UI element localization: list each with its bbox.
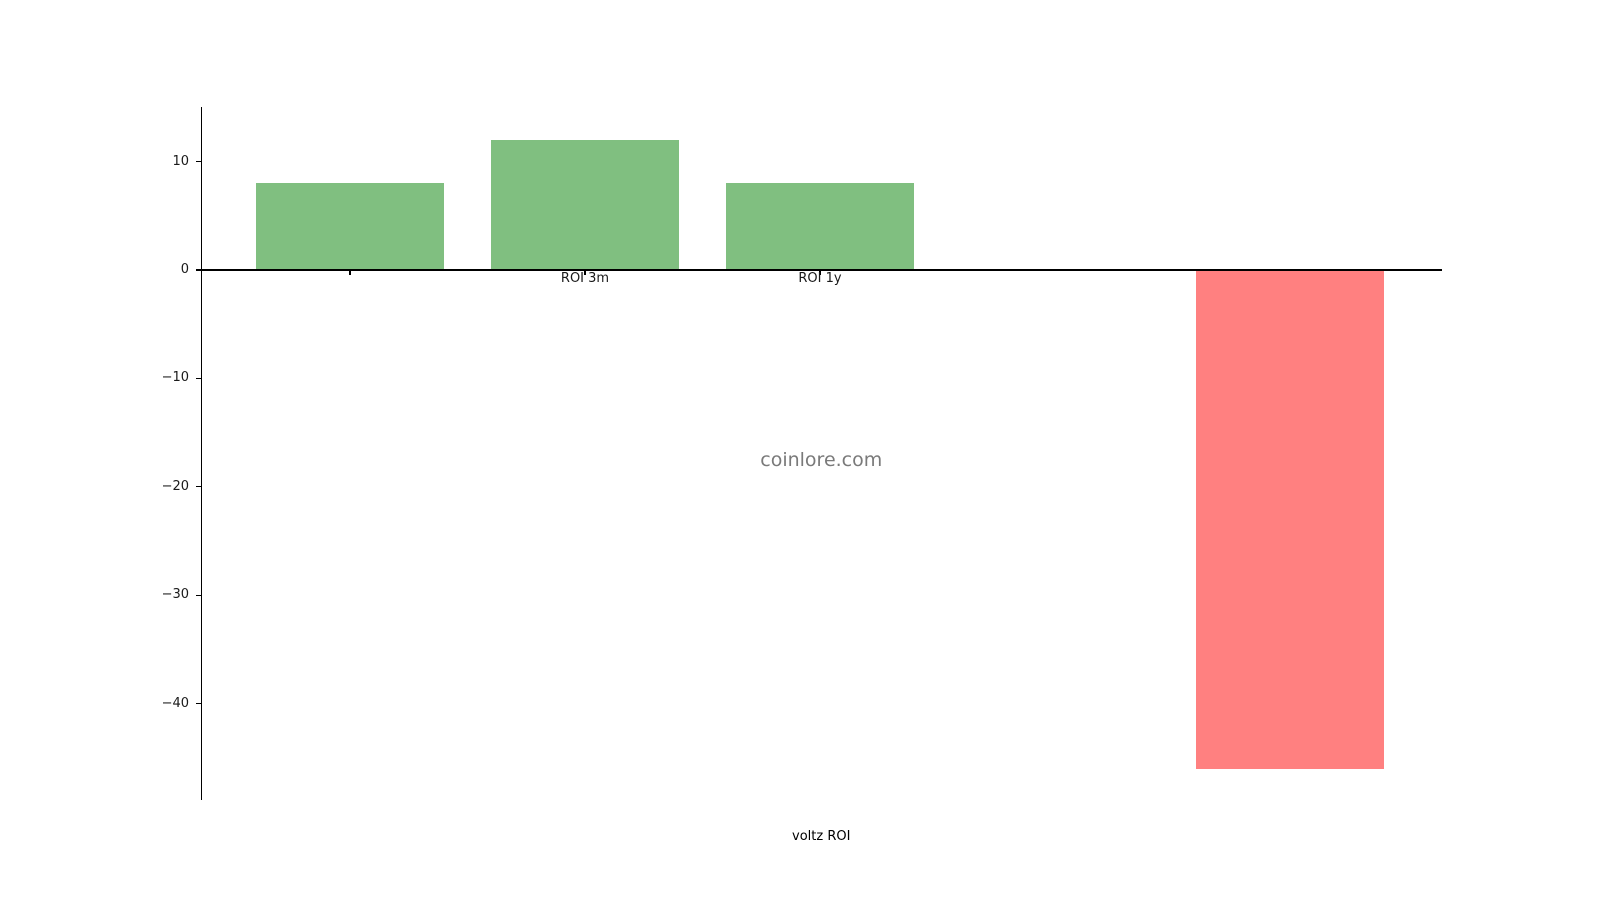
y-tick-mark xyxy=(196,269,201,271)
x-tick-mark xyxy=(819,270,821,275)
y-tick-mark xyxy=(196,377,201,379)
x-tick-label: ROI 3m xyxy=(560,271,610,286)
bar-roi-3m xyxy=(491,139,679,270)
bar-segment-3 xyxy=(1196,270,1384,769)
watermark-text: coinlore.com xyxy=(760,448,883,471)
y-tick-label: −30 xyxy=(161,587,189,603)
bar-roi-1y xyxy=(726,183,914,270)
x-axis-title: voltz ROI xyxy=(792,829,851,844)
y-axis-spine xyxy=(200,107,202,800)
y-tick-label: −40 xyxy=(161,695,189,711)
y-tick-mark xyxy=(196,594,201,596)
y-tick-label: −10 xyxy=(161,370,189,386)
y-tick-mark xyxy=(196,161,201,163)
x-tick-label: ROI 1y xyxy=(798,271,842,286)
bar-segment-0 xyxy=(256,183,444,270)
y-tick-mark xyxy=(196,703,201,705)
y-tick-label: 10 xyxy=(172,153,189,169)
x-tick-mark xyxy=(349,270,351,275)
x-tick-mark xyxy=(584,270,586,275)
x-axis-zero-line xyxy=(200,269,1442,271)
y-tick-label: −20 xyxy=(161,478,189,494)
y-tick-label: 0 xyxy=(180,262,189,277)
y-tick-mark xyxy=(196,486,201,488)
